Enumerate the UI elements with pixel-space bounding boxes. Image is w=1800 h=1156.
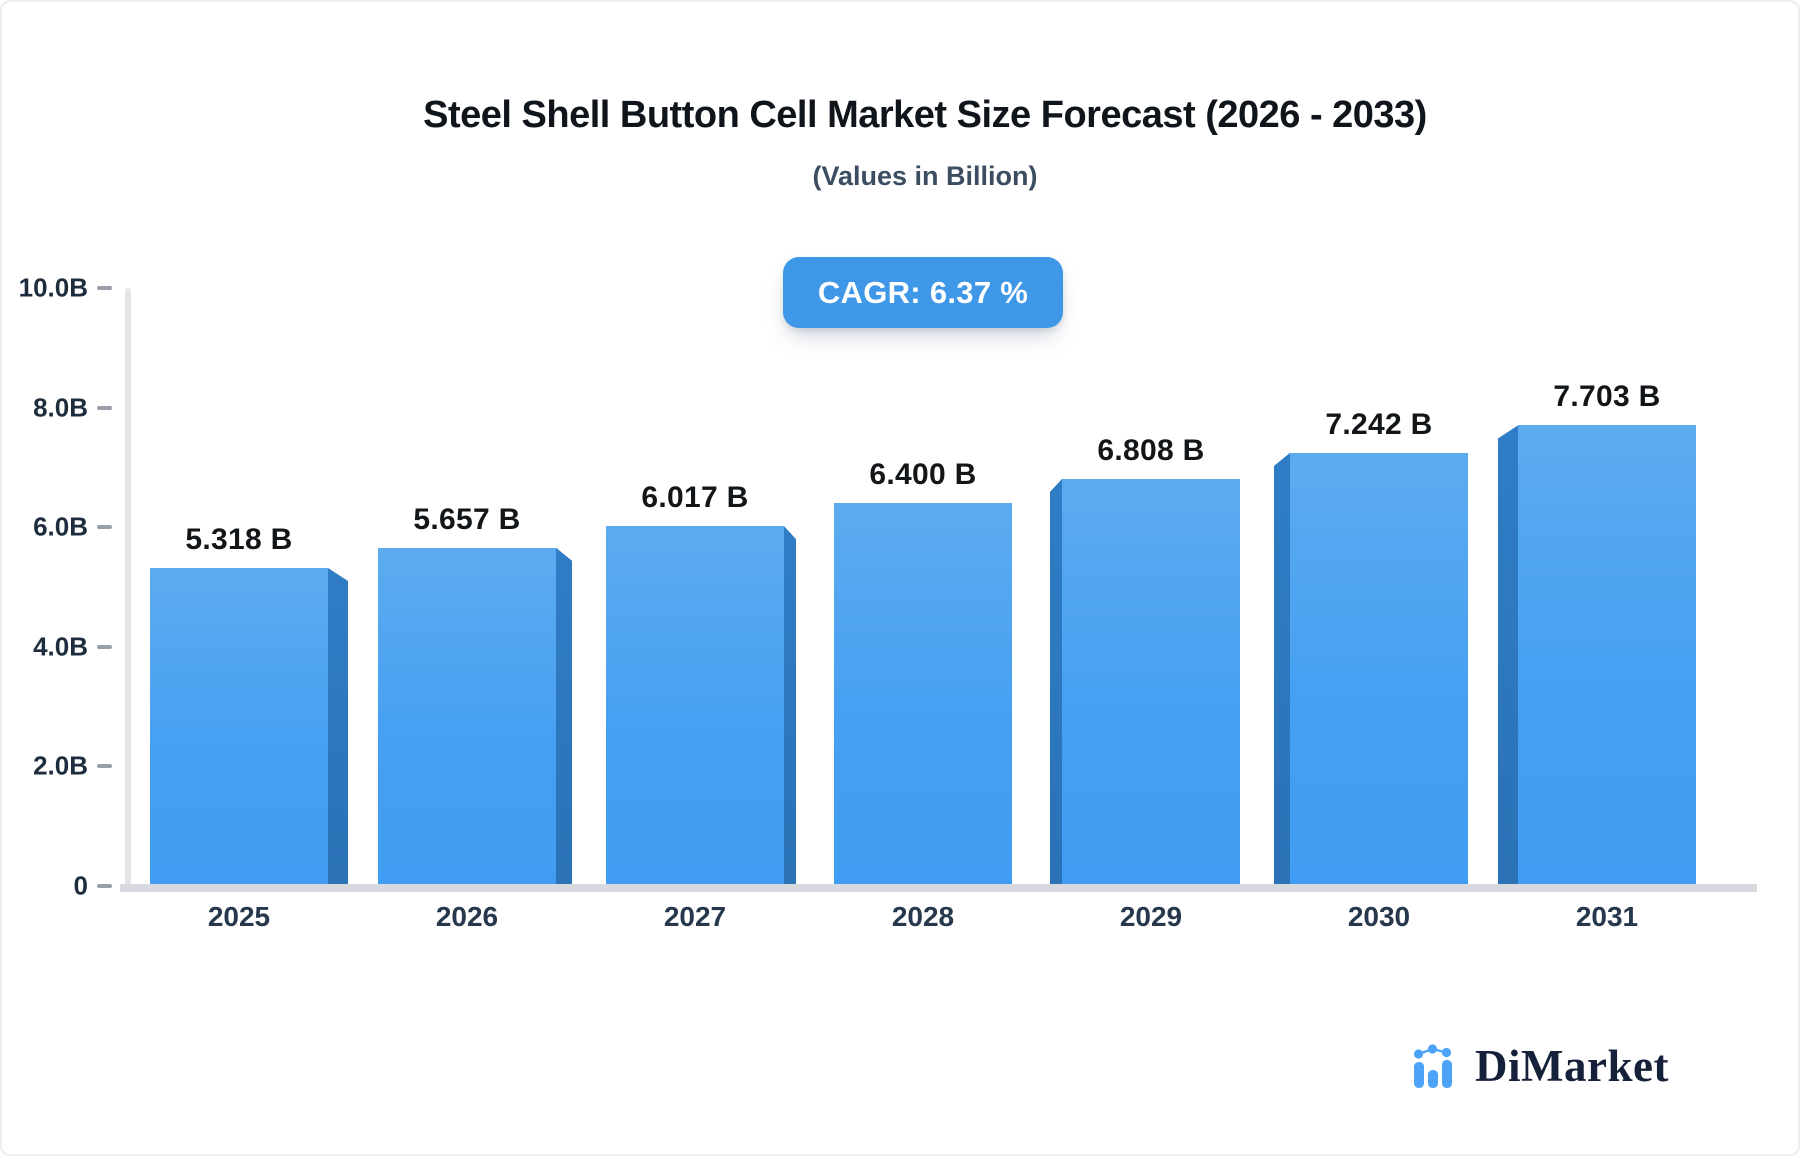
bar-2026 (378, 547, 556, 884)
y-axis-tick (97, 405, 112, 410)
bar-2028 (834, 503, 1012, 884)
bar-value-label: 7.242 B (1325, 407, 1433, 441)
x-axis-label: 2031 (1575, 901, 1639, 932)
bar-2025 (150, 567, 328, 884)
bar-value-label: 6.400 B (869, 458, 977, 492)
x-axis-label: 2025 (207, 901, 271, 932)
y-axis-tick (97, 286, 112, 290)
bar-2030 (1290, 452, 1468, 884)
y-axis-label: 4.0B (33, 631, 88, 662)
bar-value-label: 6.808 B (1097, 433, 1205, 467)
bar-chart-logo-icon (1412, 1043, 1464, 1089)
bar-value-label: 7.703 B (1553, 380, 1661, 414)
x-axis-label: 2026 (435, 901, 499, 932)
cagr-badge: CAGR: 6.37 % (783, 257, 1063, 328)
y-axis-line (125, 288, 131, 886)
bar-2027 (606, 526, 784, 884)
brand-name: DiMarket (1475, 1041, 1669, 1091)
bar-3d-side-face (556, 547, 572, 884)
x-axis-label: 2027 (663, 901, 727, 932)
y-axis-label: 8.0B (33, 392, 88, 423)
brand-logo: DiMarket (1412, 1040, 1669, 1092)
y-axis-label: 2.0B (33, 750, 88, 781)
y-axis-label: 0 (73, 870, 88, 901)
y-axis-label: 6.0B (33, 511, 88, 542)
y-axis-tick (97, 525, 112, 530)
bar-3d-side-face (1050, 478, 1062, 884)
bar-value-label: 5.318 B (185, 522, 293, 556)
bar-3d-side-face (1274, 452, 1290, 884)
x-axis-label: 2029 (1119, 901, 1183, 932)
x-axis-line (120, 884, 1757, 892)
bar-value-label: 5.657 B (413, 502, 521, 536)
y-axis-tick (97, 644, 112, 649)
bar-2029 (1062, 478, 1240, 884)
bar-value-label: 6.017 B (641, 481, 749, 515)
bar-3d-side-face (1498, 425, 1518, 884)
x-axis-label: 2030 (1347, 901, 1411, 932)
bar-2031 (1518, 425, 1696, 884)
chart-header: Steel Shell Button Cell Market Size Fore… (0, 0, 1800, 192)
chart-title: Steel Shell Button Cell Market Size Fore… (423, 94, 1427, 136)
x-axis-label: 2028 (891, 901, 955, 932)
y-axis-tick (97, 884, 112, 888)
bar-3d-side-face (784, 526, 796, 884)
y-axis-label: 10.0B (18, 272, 88, 303)
y-axis-tick (97, 764, 112, 769)
bar-3d-side-face (328, 567, 348, 884)
chart-subtitle: (Values in Billion) (812, 161, 1038, 191)
